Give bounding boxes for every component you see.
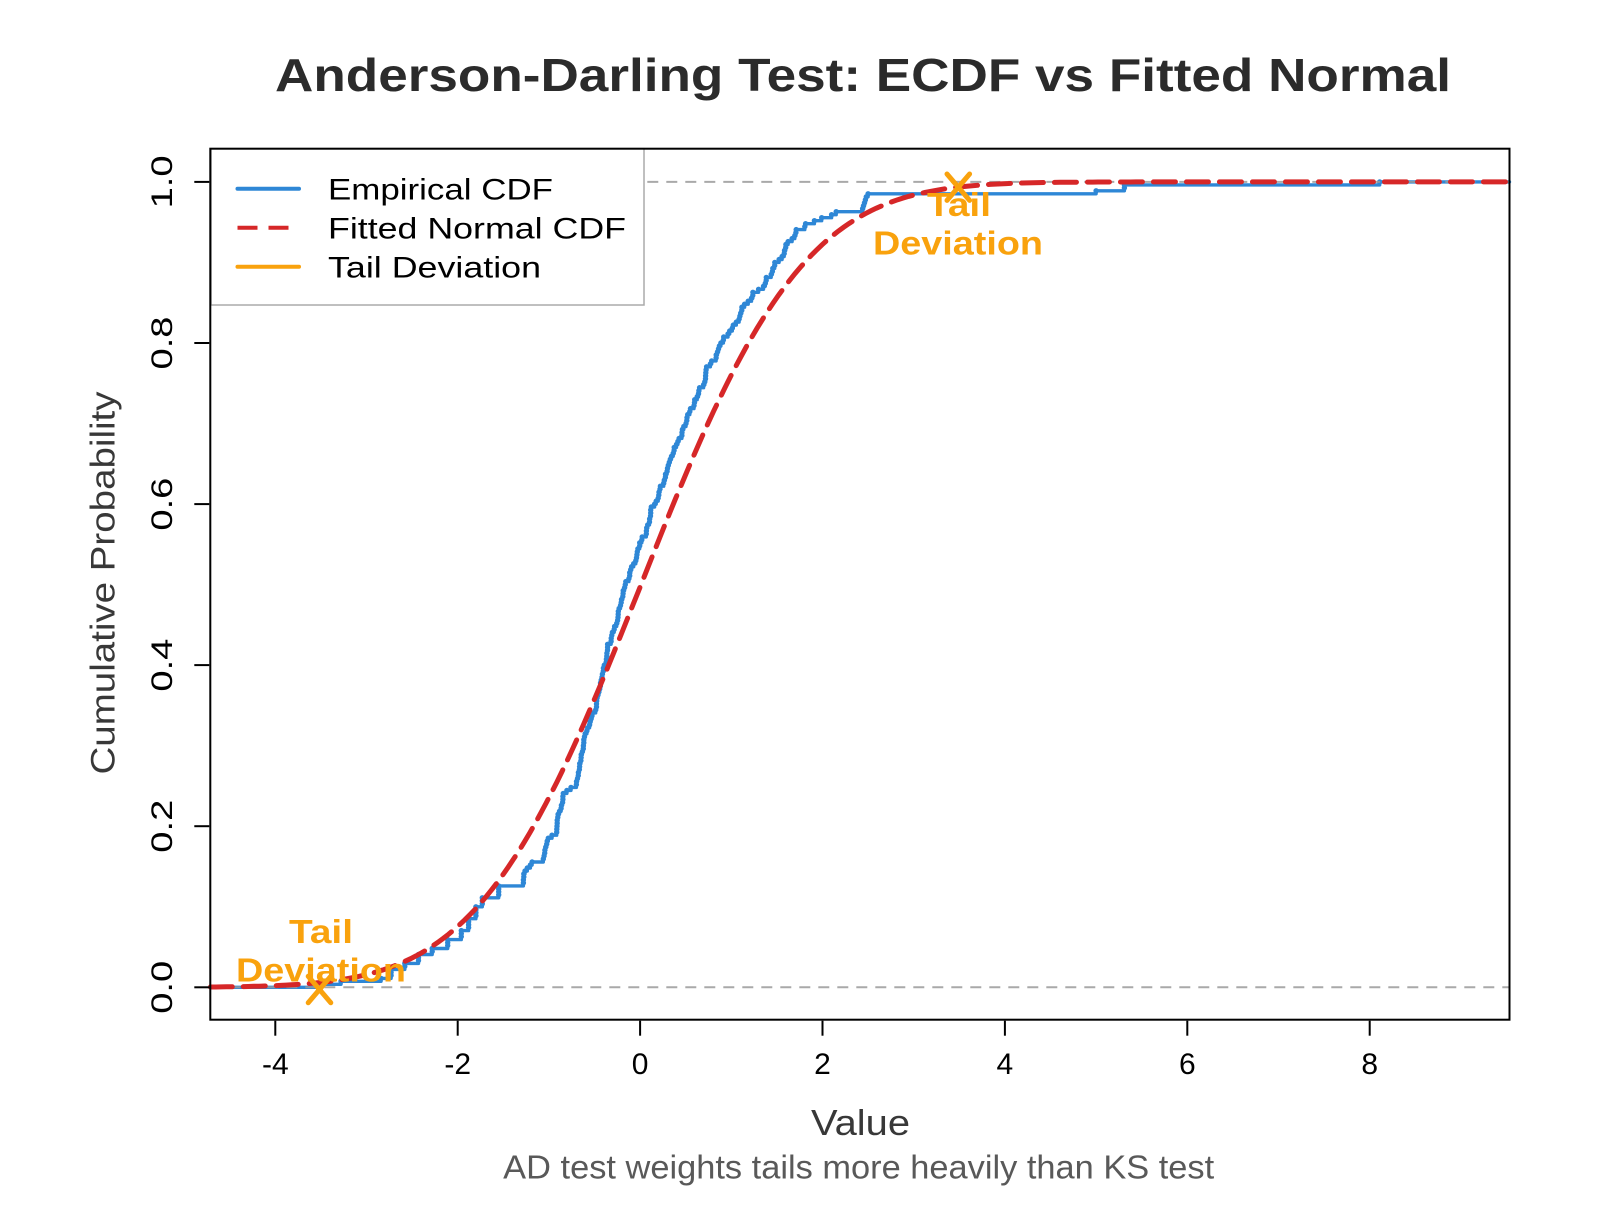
svg-text:Deviation: Deviation (236, 952, 406, 989)
svg-text:0: 0 (632, 1048, 649, 1081)
svg-text:Empirical CDF: Empirical CDF (328, 174, 553, 207)
svg-text:0.4: 0.4 (146, 639, 179, 692)
svg-text:-4: -4 (262, 1048, 289, 1081)
svg-text:Tail Deviation: Tail Deviation (328, 252, 541, 285)
svg-text:Deviation: Deviation (873, 225, 1043, 262)
svg-text:Tail: Tail (927, 186, 991, 223)
svg-text:-2: -2 (444, 1048, 471, 1081)
svg-text:Value: Value (811, 1102, 910, 1143)
svg-text:0.0: 0.0 (146, 961, 179, 1014)
svg-text:0.8: 0.8 (146, 317, 179, 370)
svg-text:2: 2 (814, 1048, 831, 1081)
svg-text:0.6: 0.6 (146, 478, 179, 531)
svg-text:0.2: 0.2 (146, 800, 179, 853)
svg-text:Fitted Normal CDF: Fitted Normal CDF (328, 213, 626, 246)
svg-text:Anderson-Darling Test: ECDF vs: Anderson-Darling Test: ECDF vs Fitted No… (275, 49, 1451, 101)
svg-text:6: 6 (1179, 1048, 1196, 1081)
svg-text:AD test weights tails more hea: AD test weights tails more heavily than … (503, 1149, 1214, 1186)
svg-text:Tail: Tail (289, 913, 353, 950)
svg-text:Cumulative Probability: Cumulative Probability (85, 392, 123, 775)
svg-text:4: 4 (997, 1048, 1014, 1081)
svg-text:8: 8 (1361, 1048, 1378, 1081)
svg-text:1.0: 1.0 (146, 155, 179, 208)
